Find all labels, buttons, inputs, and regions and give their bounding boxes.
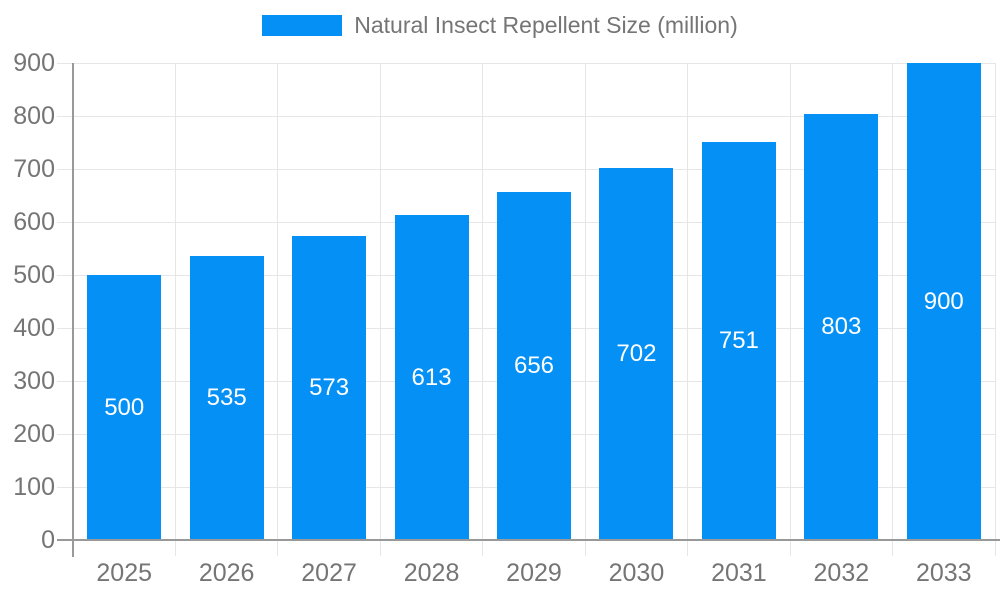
gridline-horizontal [57,62,995,64]
y-tick-label: 0 [41,526,55,554]
x-axis-line [57,539,1000,541]
plot-area: 500 535 573 613 656 702 751 803 900 [57,62,1000,557]
gridline-horizontal [57,115,995,117]
bar-value-label: 500 [104,393,145,421]
gridline-vertical [174,63,176,556]
bar-2032[interactable]: 803 [804,114,879,540]
x-tick-label: 2027 [301,559,357,587]
bar-2027[interactable]: 573 [292,236,367,540]
legend: Natural Insect Repellent Size (million) [0,12,1000,39]
legend-label: Natural Insect Repellent Size (million) [354,12,738,38]
x-tick-label: 2033 [915,559,972,587]
y-axis-line [72,63,74,557]
gridline-vertical [994,63,996,556]
bar-value-label: 751 [718,326,759,354]
gridline-vertical [687,63,689,556]
bar-2028[interactable]: 613 [394,215,469,540]
legend-swatch-icon [262,15,343,36]
bar-2029[interactable]: 656 [497,192,571,540]
bar-value-label: 613 [411,363,452,391]
x-tick-label: 2029 [506,559,562,587]
bar-value-label: 573 [309,374,350,402]
x-tick-label: 2030 [608,559,665,587]
x-tick-label: 2031 [711,559,767,587]
bar-2025[interactable]: 500 [87,275,162,540]
bar-value-label: 702 [616,339,657,367]
bar-value-label: 535 [206,384,247,412]
x-tick-label: 2032 [813,559,870,587]
x-tick-label: 2028 [403,559,460,587]
gridline-vertical [789,63,791,556]
gridline-vertical [584,63,586,556]
y-tick-label: 900 [13,49,55,77]
y-tick-label: 600 [13,208,55,236]
bar-value-label: 900 [923,287,964,315]
bar-2026[interactable]: 535 [189,256,264,540]
bar-value-label: 656 [513,352,555,380]
y-tick-label: 800 [13,102,55,130]
legend-item[interactable]: Natural Insect Repellent Size (million) [262,12,738,39]
gridline-vertical [892,63,894,556]
bar-2033[interactable]: 900 [906,63,981,540]
y-tick-label: 300 [13,367,55,395]
gridline-vertical [277,63,279,556]
gridline-vertical [482,63,484,556]
x-tick-label: 2025 [96,559,153,587]
y-tick-label: 500 [13,261,55,289]
y-tick-label: 400 [13,314,55,342]
bar-value-label: 803 [821,313,862,341]
bar-2030[interactable]: 702 [599,167,674,540]
y-tick-label: 200 [13,420,55,448]
gridline-horizontal [57,168,995,170]
y-tick-label: 700 [13,155,55,183]
gridline-vertical [379,63,381,556]
y-tick-label: 100 [13,473,55,501]
bar-2031[interactable]: 751 [701,141,776,540]
x-tick-label: 2026 [198,559,255,587]
